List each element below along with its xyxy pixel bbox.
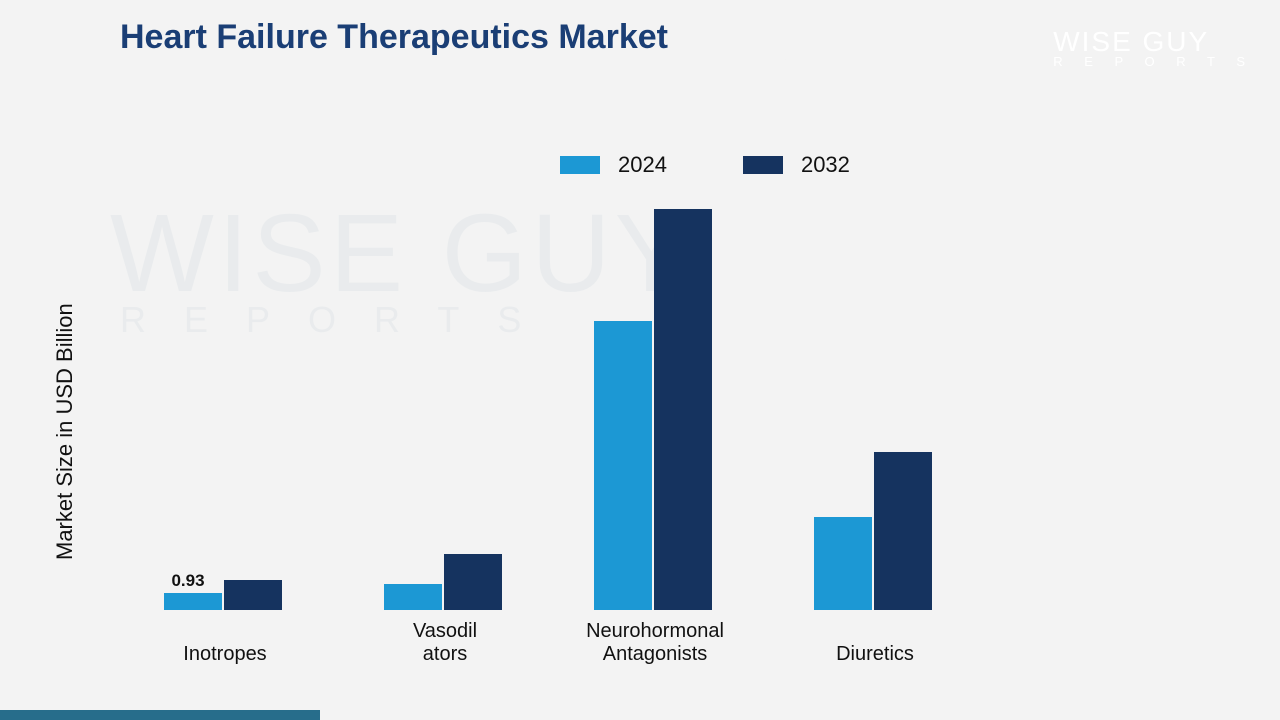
- x-axis-label: NeurohormonalAntagonists: [555, 620, 755, 666]
- bar-2024: [384, 584, 442, 610]
- bottom-strip: [0, 710, 320, 720]
- bar-2032: [444, 554, 502, 610]
- x-axis-label: Diuretics: [775, 643, 975, 666]
- y-axis-label: Market Size in USD Billion: [52, 303, 78, 560]
- legend-label-2032: 2032: [801, 152, 850, 178]
- brand-logo: WISE GUY R E P O R T S: [1053, 26, 1254, 69]
- legend-swatch-2024: [560, 156, 600, 174]
- plot-area: 0.93InotropesVasodilatorsNeurohormonalAn…: [110, 200, 980, 610]
- bar-2032: [654, 209, 712, 610]
- bar-2024: 0.93: [164, 593, 222, 610]
- chart-title: Heart Failure Therapeutics Market: [120, 18, 668, 57]
- bar-value-label: 0.93: [158, 571, 218, 591]
- bar-2024: [594, 321, 652, 610]
- legend-label-2024: 2024: [618, 152, 667, 178]
- legend: 2024 2032: [560, 152, 850, 178]
- bar-2024: [814, 517, 872, 610]
- x-axis-label: Inotropes: [125, 643, 325, 666]
- infographic-canvas: Heart Failure Therapeutics Market WISE G…: [0, 0, 1280, 720]
- x-axis-label: Vasodilators: [345, 620, 545, 666]
- logo-line-2: R E P O R T S: [1053, 54, 1254, 69]
- bar-2032: [874, 452, 932, 610]
- legend-swatch-2032: [743, 156, 783, 174]
- bar-2032: [224, 580, 282, 610]
